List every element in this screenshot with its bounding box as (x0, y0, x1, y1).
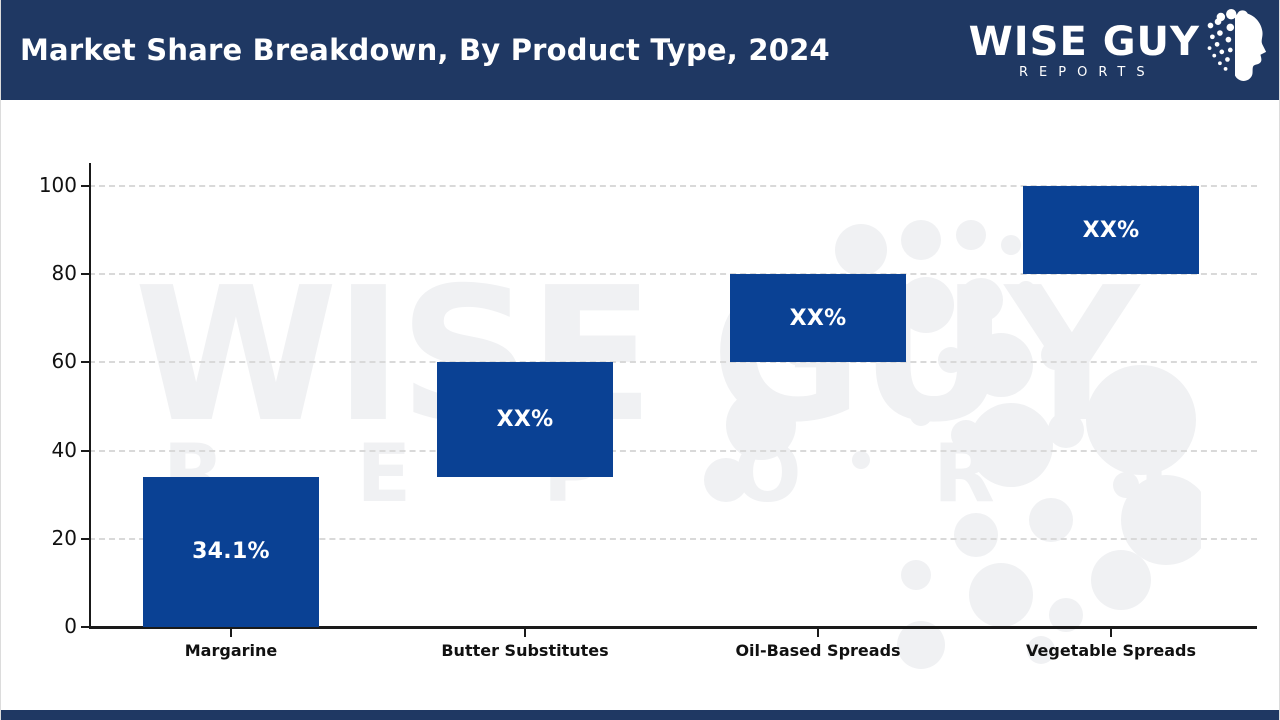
y-axis-tick-mark (81, 626, 89, 628)
y-axis-tick-label: 40 (51, 437, 77, 462)
bar-value-label: XX% (789, 305, 847, 331)
wise-guy-reports-logo: WISE GUY REPORTS (969, 7, 1268, 93)
y-axis-tick-mark (81, 537, 89, 540)
footer-bar (1, 710, 1279, 720)
gridline-80 (89, 273, 1257, 276)
x-axis-tick-mark (1110, 629, 1112, 637)
x-axis-tick-mark (524, 629, 526, 637)
x-axis-category-label: Vegetable Spreads (1026, 641, 1196, 660)
y-axis-tick-label: 20 (51, 525, 77, 550)
bar-oil-based-spreads: XX% (730, 274, 906, 363)
x-axis-category-label: Butter Substitutes (441, 641, 609, 660)
y-axis-tick-mark (81, 185, 89, 187)
x-axis-category-label: Oil-Based Spreads (735, 641, 901, 660)
bar-value-label: 34.1% (192, 539, 270, 565)
watermark-dotted-head-icon (704, 220, 1201, 669)
page-title: Market Share Breakdown, By Product Type,… (20, 33, 830, 67)
bar-vegetable-spreads: XX% (1023, 186, 1199, 275)
bar-value-label: XX% (496, 407, 554, 432)
x-axis-line (89, 626, 1257, 629)
y-axis-tick-label: 0 (64, 614, 77, 638)
bar-value-label: XX% (1082, 217, 1140, 243)
y-axis-tick-label: 100 (38, 173, 77, 197)
y-axis-tick-mark (81, 273, 89, 276)
logo-wise-guy-label: WISE GUY (968, 18, 1200, 65)
logo-reports-label: REPORTS (1019, 64, 1156, 80)
gridline-100 (89, 185, 1257, 187)
bar-butter-substitutes: XX% (437, 362, 613, 477)
y-axis-tick-label: 80 (51, 261, 77, 286)
y-axis-tick-label: 60 (51, 349, 77, 374)
bar-margarine: 34.1% (143, 476, 319, 627)
x-axis-tick-mark (817, 629, 819, 637)
y-axis-tick-mark (81, 361, 89, 364)
x-axis-tick-mark (230, 629, 232, 637)
y-axis-tick-mark (81, 449, 89, 452)
logo-face-icon (1207, 8, 1267, 81)
gridline-40 (89, 449, 1257, 452)
y-axis-line (89, 163, 91, 629)
x-axis-category-label: Margarine (184, 641, 278, 660)
logo-text: WISE GUY REPORTS (969, 22, 1200, 79)
gridline-60 (89, 361, 1257, 364)
header-bar: Market Share Breakdown, By Product Type,… (1, 0, 1279, 100)
gridline-20 (89, 537, 1257, 540)
